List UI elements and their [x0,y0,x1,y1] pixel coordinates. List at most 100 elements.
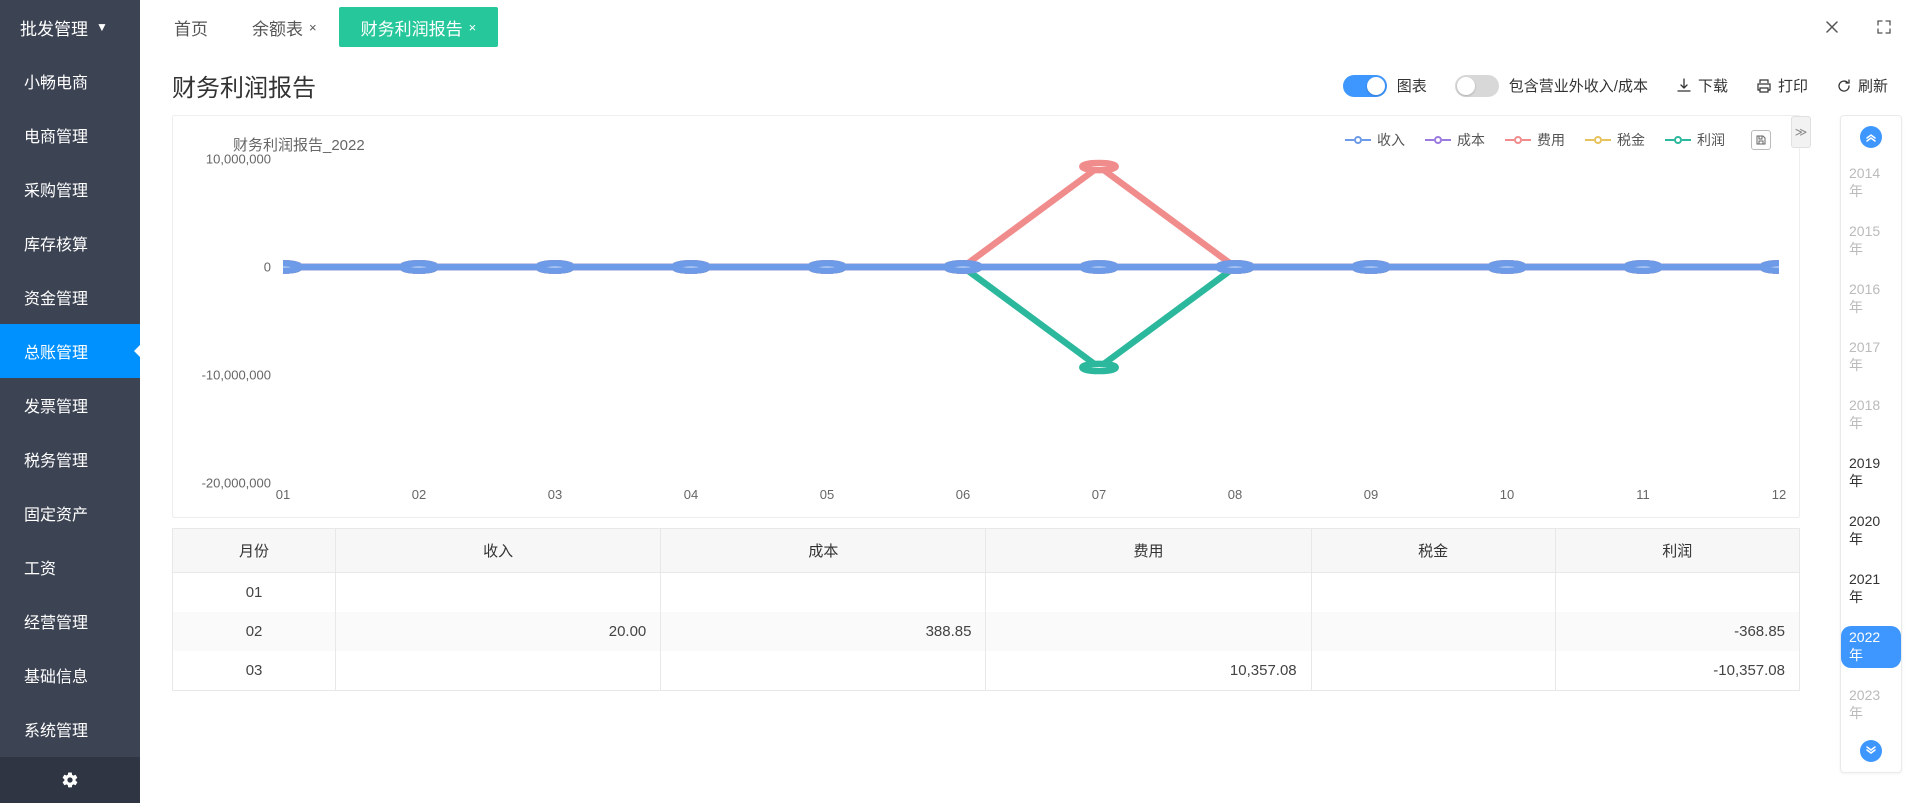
chart-marker [810,263,844,270]
y-tick: -20,000,000 [202,476,271,491]
sidebar-item-label: 发票管理 [24,393,88,417]
year-item[interactable]: 2021年 [1841,568,1901,610]
year-item[interactable]: 2022年 [1841,626,1901,668]
save-icon [1755,134,1767,146]
chart-marker [1354,263,1388,270]
table-cell: 03 [173,651,336,690]
extra-toggle[interactable] [1455,75,1499,97]
sidebar-item-tax-mgmt[interactable]: 税务管理 [0,432,140,486]
tab-2[interactable]: 财务利润报告× [339,7,499,47]
table-cell [1555,573,1799,613]
year-scroll-down-button[interactable] [1860,740,1882,762]
sidebar-item-label: 经营管理 [24,609,88,633]
x-tick: 12 [1772,487,1786,502]
legend-label: 费用 [1537,130,1565,150]
x-tick: 09 [1364,487,1378,502]
sidebar-item-ecommerce-xiaochang[interactable]: 小畅电商 [0,54,140,108]
legend-swatch [1425,136,1451,144]
sidebar-item-label: 资金管理 [24,285,88,309]
legend-item[interactable]: 利润 [1665,130,1725,150]
table-row: 0220.00388.85-368.85 [173,612,1799,651]
year-scroll-up-button[interactable] [1860,126,1882,148]
sidebar-item-label: 系统管理 [24,717,88,741]
chevron-down-icon: ▼ [96,20,108,34]
chart-marker [283,263,300,270]
x-tick: 10 [1500,487,1514,502]
print-button[interactable]: 打印 [1756,75,1808,96]
sidebar-item-system-mgmt[interactable]: 系统管理 [0,702,140,756]
extra-toggle-label: 包含营业外收入/成本 [1509,75,1648,96]
settings-button[interactable] [0,757,140,803]
scrollbar[interactable] [1812,115,1822,803]
legend-label: 利润 [1697,130,1725,150]
legend-item[interactable]: 收入 [1345,130,1405,150]
sidebar-item-base-info[interactable]: 基础信息 [0,648,140,702]
gear-icon [61,771,79,789]
sidebar-item-fixed-assets[interactable]: 固定资产 [0,486,140,540]
legend-item[interactable]: 成本 [1425,130,1485,150]
tabs-bar: 首页余额表×财务利润报告× [140,0,1920,54]
sidebar-header[interactable]: 批发管理 ▼ [0,0,140,54]
legend-swatch [1585,136,1611,144]
year-item[interactable]: 2019年 [1841,452,1901,494]
tab-label: 余额表 [252,15,303,40]
table-cell [1311,573,1555,613]
download-icon [1676,78,1692,94]
download-button[interactable]: 下载 [1676,75,1728,96]
chart-save-button[interactable] [1751,130,1771,150]
year-item: 2018年 [1841,394,1901,436]
legend-swatch [1665,136,1691,144]
chart-marker [674,263,708,270]
sidebar-item-cash-mgmt[interactable]: 资金管理 [0,270,140,324]
sidebar-item-payroll[interactable]: 工资 [0,540,140,594]
legend-label: 税金 [1617,130,1645,150]
x-tick: 04 [684,487,698,502]
chart-plot [283,159,1779,483]
table-cell: 10,357.08 [986,651,1311,690]
tab-close-icon[interactable]: × [309,20,317,35]
sidebar-item-label: 小畅电商 [24,69,88,93]
chart-line [283,267,1779,367]
sidebar-item-ledger-mgmt[interactable]: 总账管理 [0,324,140,378]
collapse-year-panel-button[interactable]: ≫ [1791,116,1811,148]
fullscreen-button[interactable] [1870,13,1898,41]
table-cell [986,612,1311,651]
table-header: 税金 [1311,529,1555,573]
tab-0[interactable]: 首页 [152,7,230,47]
legend-item[interactable]: 费用 [1505,130,1565,150]
page-title: 财务利润报告 [172,68,316,103]
sidebar-item-ops-mgmt[interactable]: 经营管理 [0,594,140,648]
x-tick: 11 [1636,487,1650,502]
table-header: 收入 [336,529,661,573]
y-tick: -10,000,000 [202,368,271,383]
legend-item[interactable]: 税金 [1585,130,1645,150]
tab-close-icon[interactable]: × [469,20,477,35]
table-header: 月份 [173,529,336,573]
y-tick: 0 [264,260,271,275]
table-cell: 01 [173,573,336,613]
tab-1[interactable]: 余额表 × [230,7,339,47]
refresh-button[interactable]: 刷新 [1836,75,1888,96]
sidebar-item-invoice-mgmt[interactable]: 发票管理 [0,378,140,432]
close-all-button[interactable] [1818,13,1846,41]
x-tick: 06 [956,487,970,502]
chart-marker [1490,263,1524,270]
table-cell [336,573,661,613]
sidebar-item-purchase-mgmt[interactable]: 采购管理 [0,162,140,216]
x-tick: 08 [1228,487,1242,502]
print-icon [1756,78,1772,94]
x-tick: 02 [412,487,426,502]
year-item[interactable]: 2020年 [1841,510,1901,552]
sidebar-item-inventory-acct[interactable]: 库存核算 [0,216,140,270]
chart-toggle-label: 图表 [1397,75,1427,96]
table-cell [986,573,1311,613]
chart-toggle[interactable] [1343,75,1387,97]
sidebar-item-label: 总账管理 [24,339,88,363]
chart-card: ≫ 财务利润报告_2022 收入 成本 费用 税金 利润 10,000,0000… [172,115,1800,518]
sidebar-item-ecommerce-mgmt[interactable]: 电商管理 [0,108,140,162]
table-cell: 388.85 [661,612,986,651]
legend-swatch [1345,136,1371,144]
x-tick: 05 [820,487,834,502]
download-label: 下载 [1698,75,1728,96]
chart-marker [1082,263,1116,270]
